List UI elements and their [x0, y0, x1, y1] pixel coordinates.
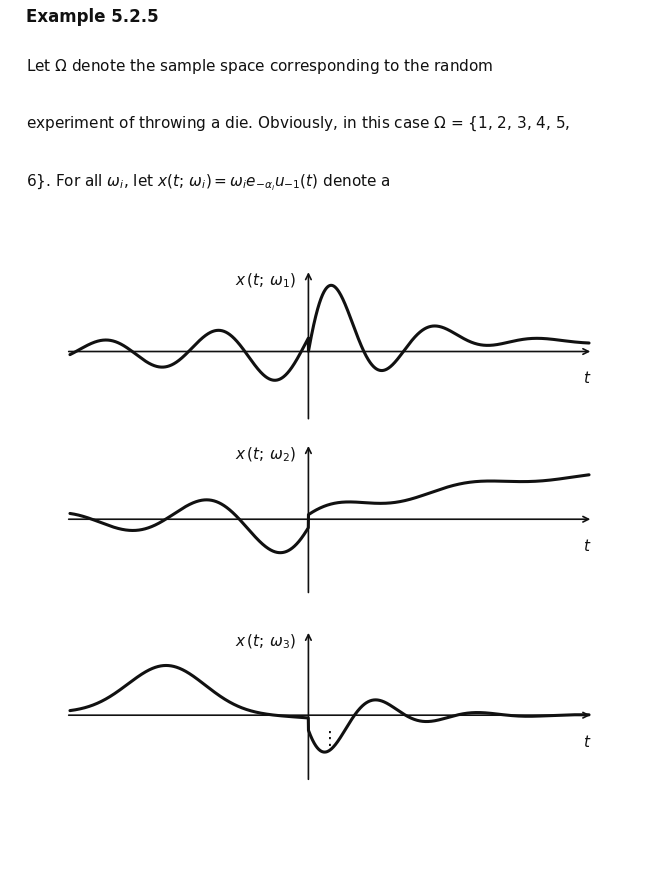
Text: experiment of throwing a die. Obviously, in this case $\Omega$ = {1, 2, 3, 4, 5,: experiment of throwing a die. Obviously,… — [26, 115, 571, 133]
Text: t: t — [583, 371, 589, 387]
Text: 6}. For all $\omega_i$, let $x(t;\,\omega_i) = \omega_i e_{-\alpha_i} u_{-1}(t)$: 6}. For all $\omega_i$, let $x(t;\,\omeg… — [26, 172, 391, 193]
Text: t: t — [583, 735, 589, 750]
Text: $x\,(t;\,\omega_1)$: $x\,(t;\,\omega_1)$ — [235, 272, 297, 290]
Text: ⋮: ⋮ — [320, 730, 339, 748]
Text: Example 5.2.5: Example 5.2.5 — [26, 8, 159, 26]
Text: $x\,(t;\,\omega_2)$: $x\,(t;\,\omega_2)$ — [235, 446, 297, 464]
Text: t: t — [583, 539, 589, 554]
Text: $x\,(t;\,\omega_3)$: $x\,(t;\,\omega_3)$ — [235, 633, 297, 651]
Text: Let $\Omega$ denote the sample space corresponding to the random: Let $\Omega$ denote the sample space cor… — [26, 57, 494, 76]
